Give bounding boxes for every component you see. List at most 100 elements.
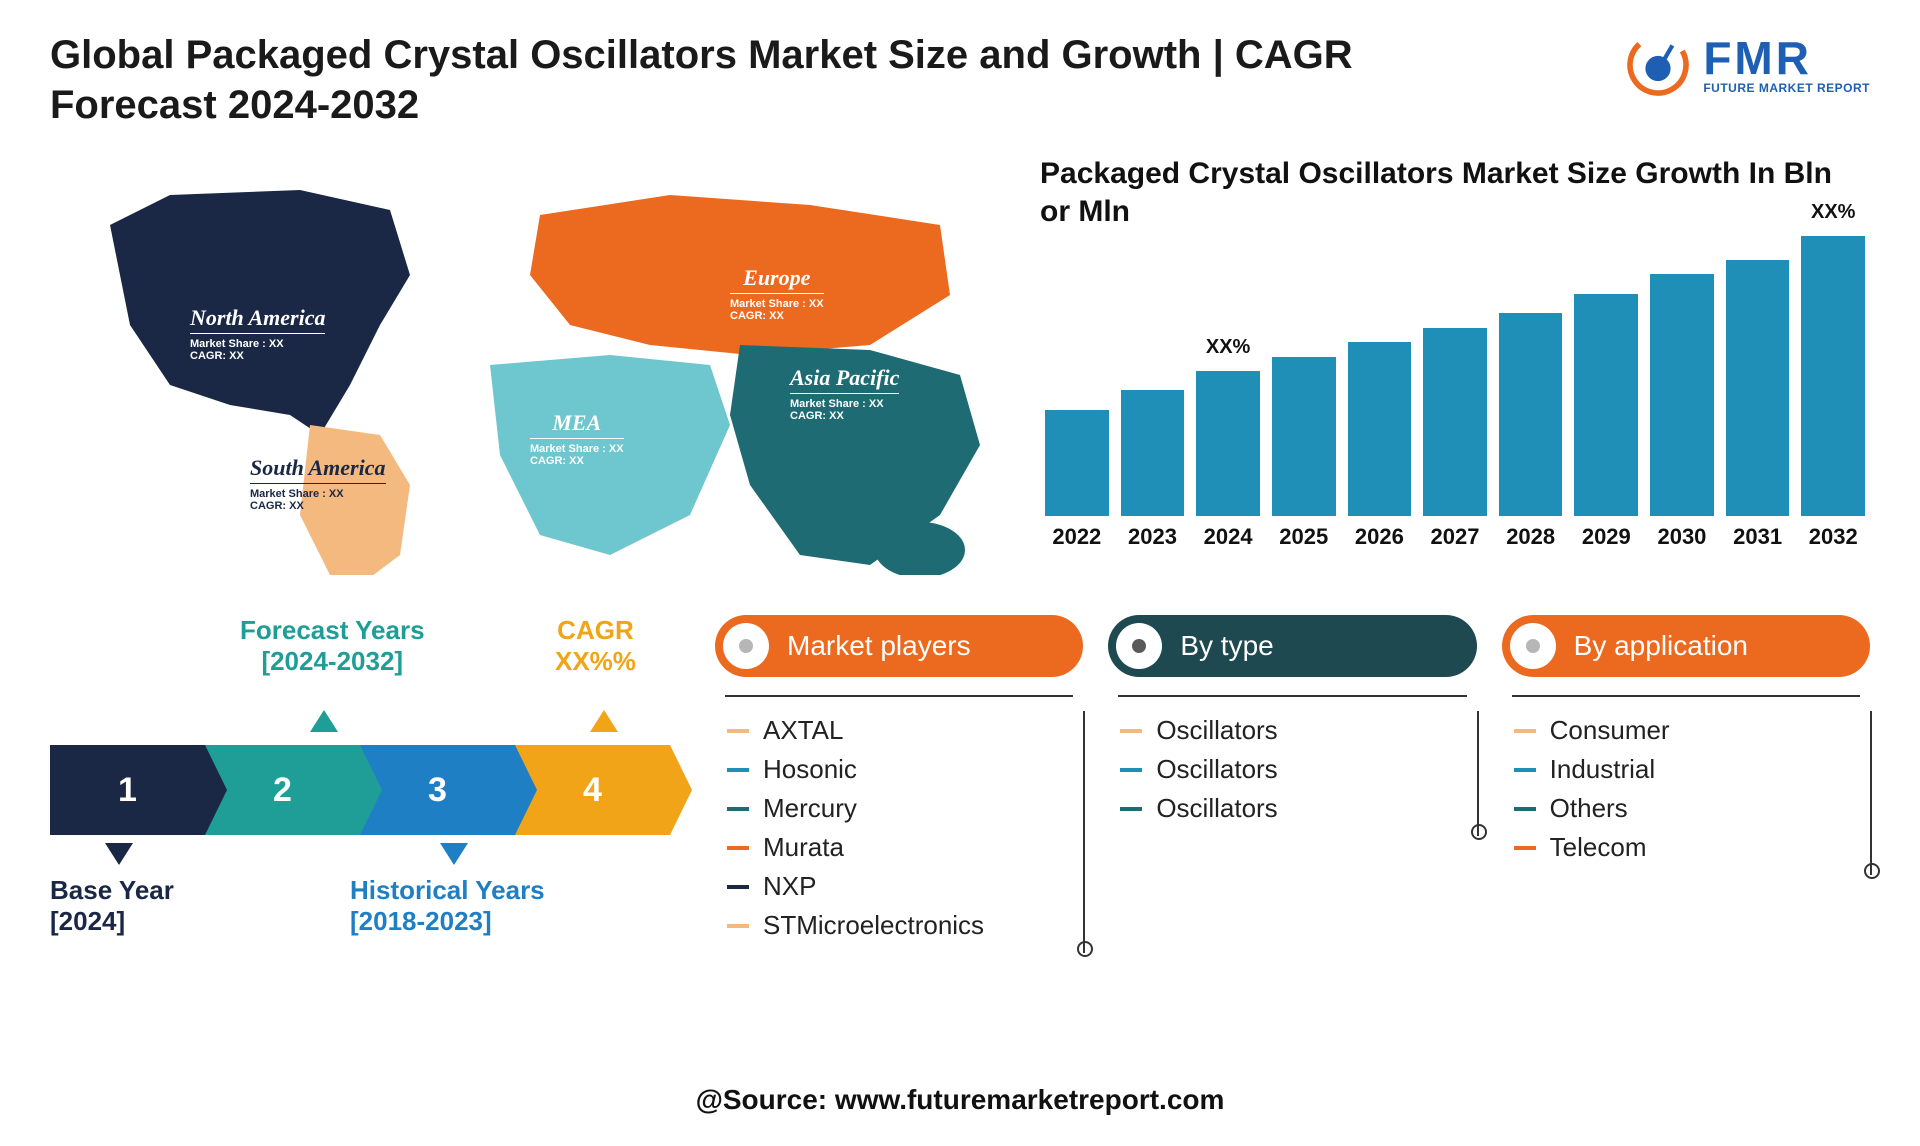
bar-rect — [1726, 260, 1790, 516]
bar-2024: XX%2024 — [1196, 371, 1260, 550]
cat-item-label: Murata — [763, 832, 844, 863]
cagr-title: CAGR — [555, 615, 636, 646]
tick-icon — [1514, 807, 1536, 811]
timeline: Forecast Years [2024-2032] CAGR XX%% 123… — [50, 615, 690, 945]
cat-item: Telecom — [1514, 828, 1858, 867]
cat-item: Murata — [727, 828, 1071, 867]
cat-item: Hosonic — [727, 750, 1071, 789]
bar-rect — [1650, 274, 1714, 516]
cagr-sub: XX%% — [555, 646, 636, 677]
divider — [1118, 695, 1466, 697]
region-label-sa: South AmericaMarket Share : XXCAGR: XX — [250, 455, 386, 512]
bar-year-label: 2030 — [1657, 524, 1706, 550]
timeline-seg-3: 3 — [360, 745, 515, 835]
pill-label: By type — [1180, 630, 1273, 662]
region-label-eu: Europe Market Share : XXCAGR: XX — [730, 265, 824, 322]
cat-item: Oscillators — [1120, 711, 1464, 750]
cat-item: Industrial — [1514, 750, 1858, 789]
bar-year-label: 2029 — [1582, 524, 1631, 550]
pill-dot-icon — [1116, 623, 1162, 669]
bar-year-label: 2032 — [1809, 524, 1858, 550]
logo-text-sub: FUTURE MARKET REPORT — [1703, 81, 1870, 95]
tick-icon — [1120, 729, 1142, 733]
category-pill: Market players — [715, 615, 1083, 677]
region-share: Market Share : XX — [790, 398, 899, 410]
cat-item-label: Oscillators — [1156, 715, 1277, 746]
category-players: Market players AXTAL Hosonic Mercury Murata N… — [715, 615, 1083, 945]
header: Global Packaged Crystal Oscillators Mark… — [50, 30, 1870, 130]
forecast-label: Forecast Years [2024-2032] — [240, 615, 425, 677]
cat-item-label: Mercury — [763, 793, 857, 824]
cat-list: Consumer Industrial OthersTelecom — [1502, 711, 1870, 867]
pill-label: Market players — [787, 630, 971, 662]
cat-item: NXP — [727, 867, 1071, 906]
bar-year-label: 2025 — [1279, 524, 1328, 550]
base-arrow-icon — [105, 843, 133, 865]
categories: Market players AXTAL Hosonic Mercury Murata N… — [715, 615, 1870, 945]
bar-year-label: 2027 — [1431, 524, 1480, 550]
divider — [725, 695, 1073, 697]
cat-item-label: AXTAL — [763, 715, 843, 746]
forecast-title: Forecast Years — [240, 615, 425, 646]
cat-item: Others — [1514, 789, 1858, 828]
tick-icon — [727, 768, 749, 772]
bar-rect — [1423, 328, 1487, 517]
region-name: Asia Pacific — [790, 365, 899, 391]
bar-2031: 2031 — [1726, 260, 1790, 550]
timeline-seg-2: 2 — [205, 745, 360, 835]
cat-item-label: Hosonic — [763, 754, 857, 785]
hist-title: Historical Years — [350, 875, 545, 906]
tick-icon — [727, 807, 749, 811]
bottom-section: Forecast Years [2024-2032] CAGR XX%% 123… — [50, 615, 1870, 945]
tick-icon — [727, 885, 749, 889]
bar-rect — [1272, 357, 1336, 517]
hook-icon — [1077, 941, 1093, 957]
logo-text-main: FMR — [1703, 35, 1870, 81]
tick-icon — [727, 924, 749, 928]
bar-rect — [1045, 410, 1109, 516]
region-cagr: CAGR: XX — [730, 310, 824, 322]
region-cagr: CAGR: XX — [790, 410, 899, 422]
base-label: Base Year [2024] — [50, 875, 174, 937]
region-name: North America — [190, 305, 325, 331]
region-label-ap: Asia Pacific Market Share : XXCAGR: XX — [790, 365, 899, 422]
fmr-logo: FMR FUTURE MARKET REPORT — [1623, 30, 1870, 100]
bar-chart: Packaged Crystal Oscillators Market Size… — [1040, 155, 1870, 575]
bar-2026: 2026 — [1348, 342, 1412, 550]
cagr-arrow-icon — [590, 710, 618, 732]
cat-item-label: STMicroelectronics — [763, 910, 984, 941]
forecast-arrow-icon — [310, 710, 338, 732]
region-label-mea: MEAMarket Share : XXCAGR: XX — [530, 410, 624, 467]
forecast-sub: [2024-2032] — [240, 646, 425, 677]
bar-year-label: 2023 — [1128, 524, 1177, 550]
region-share: Market Share : XX — [730, 298, 824, 310]
tick-icon — [727, 846, 749, 850]
world-map: North AmericaMarket Share : XXCAGR: XXSo… — [50, 155, 1010, 575]
bar-year-label: 2026 — [1355, 524, 1404, 550]
cat-item-label: Oscillators — [1156, 793, 1277, 824]
bar-year-label: 2031 — [1733, 524, 1782, 550]
category-application: By application Consumer Industrial OthersTe… — [1502, 615, 1870, 945]
top-section: North AmericaMarket Share : XXCAGR: XXSo… — [50, 155, 1870, 575]
bar-year-label: 2028 — [1506, 524, 1555, 550]
cat-item: Mercury — [727, 789, 1071, 828]
bar-annotation: XX% — [1811, 201, 1855, 224]
bar-rect — [1574, 294, 1638, 516]
region-name: Europe — [730, 265, 824, 291]
bar-2028: 2028 — [1499, 313, 1563, 550]
cat-item: STMicroelectronics — [727, 906, 1071, 945]
cagr-label: CAGR XX%% — [555, 615, 636, 677]
region-name: South America — [250, 455, 386, 481]
bar-rect — [1348, 342, 1412, 516]
region-cagr: CAGR: XX — [250, 500, 386, 512]
timeline-seg-4: 4 — [515, 745, 670, 835]
category-type: By typeOscillatorsOscillatorsOscillators — [1108, 615, 1476, 945]
hook-icon — [1864, 863, 1880, 879]
bar-2030: 2030 — [1650, 274, 1714, 550]
bar-2027: 2027 — [1423, 328, 1487, 551]
bar-annotation: XX% — [1206, 336, 1250, 359]
tick-icon — [1120, 807, 1142, 811]
cat-item-label: Consumer — [1550, 715, 1670, 746]
cat-item-label: Industrial — [1550, 754, 1656, 785]
category-pill: By application — [1502, 615, 1870, 677]
